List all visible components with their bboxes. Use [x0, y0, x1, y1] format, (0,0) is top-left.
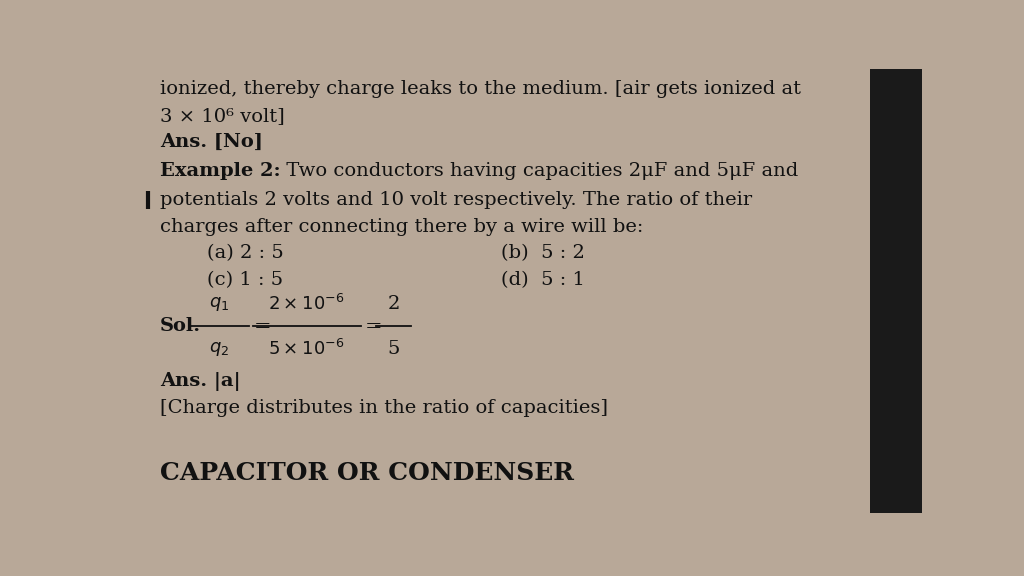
Text: Example 2:: Example 2: [160, 162, 281, 180]
Text: (b)  5 : 2: (b) 5 : 2 [501, 244, 585, 262]
Text: Sol.: Sol. [160, 317, 201, 335]
Text: =: = [254, 317, 271, 336]
Text: (a) 2 : 5: (a) 2 : 5 [207, 244, 284, 262]
Text: $2\times10^{-6}$: $2\times10^{-6}$ [268, 294, 345, 314]
Text: CAPACITOR OR CONDENSER: CAPACITOR OR CONDENSER [160, 461, 573, 485]
Text: $5\times10^{-6}$: $5\times10^{-6}$ [268, 339, 345, 359]
Text: $q_1$: $q_1$ [209, 295, 229, 313]
Text: charges after connecting there by a wire will be:: charges after connecting there by a wire… [160, 218, 643, 236]
Text: $q_2$: $q_2$ [209, 339, 229, 358]
Text: potentials 2 volts and 10 volt respectively. The ratio of their: potentials 2 volts and 10 volt respectiv… [160, 191, 752, 209]
Text: Ans. |a|: Ans. |a| [160, 372, 241, 391]
Text: ionized, thereby charge leaks to the medium. [air gets ionized at: ionized, thereby charge leaks to the med… [160, 80, 801, 98]
Text: 5: 5 [388, 339, 400, 358]
Text: Ans. [No]: Ans. [No] [160, 133, 263, 151]
Text: =: = [366, 317, 383, 336]
Text: (d)  5 : 1: (d) 5 : 1 [501, 271, 585, 289]
Bar [870, 69, 922, 513]
Text: 3 × 10⁶ volt]: 3 × 10⁶ volt] [160, 107, 285, 124]
Text: Two conductors having capacities 2μF and 5μF and: Two conductors having capacities 2μF and… [281, 162, 799, 180]
Text: 2: 2 [388, 295, 400, 313]
Text: (c) 1 : 5: (c) 1 : 5 [207, 271, 284, 289]
Text: [Charge distributes in the ratio of capacities]: [Charge distributes in the ratio of capa… [160, 399, 608, 418]
